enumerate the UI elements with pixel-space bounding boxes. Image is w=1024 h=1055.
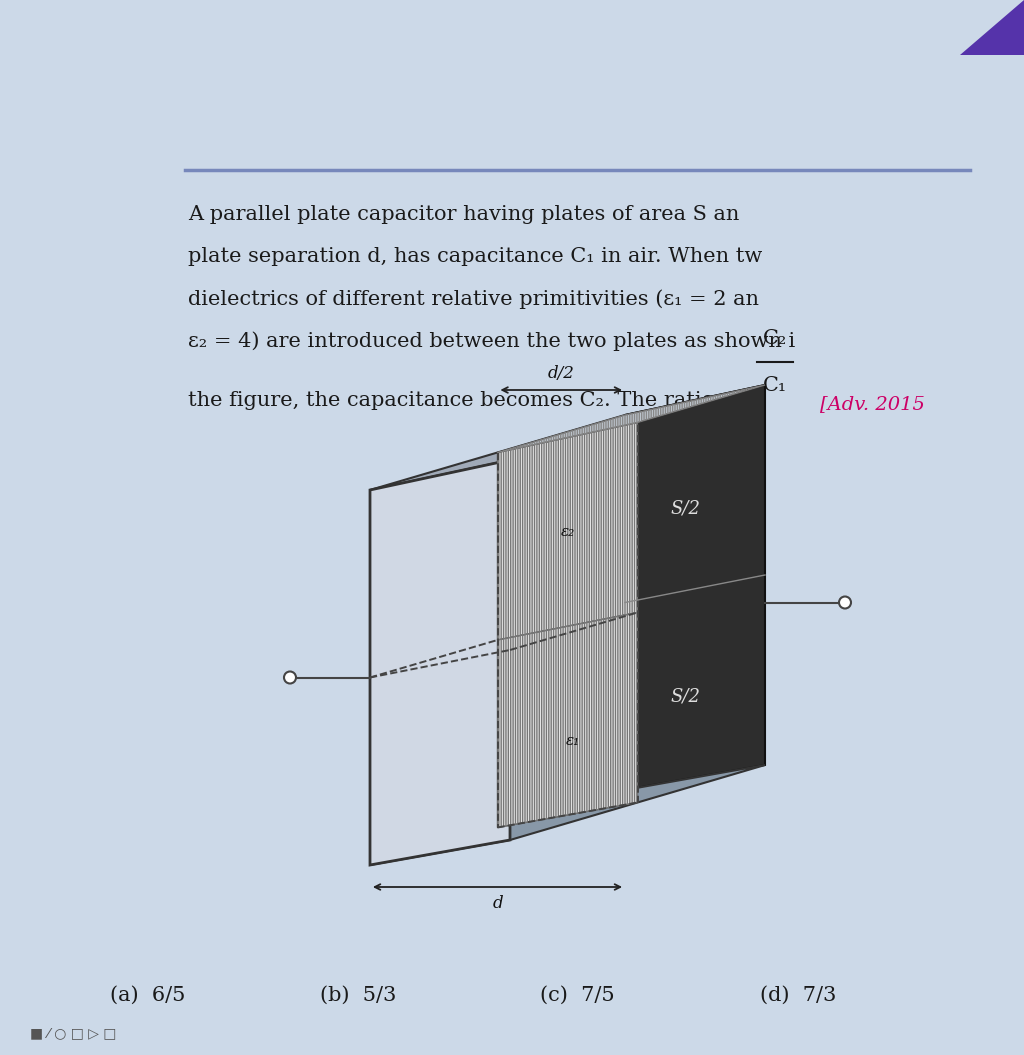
Text: ε₁: ε₁ xyxy=(565,733,580,748)
Polygon shape xyxy=(370,385,765,490)
Text: dielectrics of different relative primitivities (ε₁ = 2 an: dielectrics of different relative primit… xyxy=(188,289,759,309)
Polygon shape xyxy=(498,613,638,827)
Text: plate separation d, has capacitance C₁ in air. When tw: plate separation d, has capacitance C₁ i… xyxy=(188,247,762,266)
Text: (d)  7/3: (d) 7/3 xyxy=(760,985,837,1004)
Circle shape xyxy=(284,671,296,684)
Text: ■ ⁄ ○ □ ▷ □: ■ ⁄ ○ □ ▷ □ xyxy=(30,1027,117,1040)
Text: C₁: C₁ xyxy=(763,376,787,395)
Polygon shape xyxy=(961,0,1024,55)
Text: S/2: S/2 xyxy=(670,687,700,705)
Text: d: d xyxy=(493,895,503,912)
Text: (b)  5/3: (b) 5/3 xyxy=(319,985,396,1004)
Polygon shape xyxy=(498,422,638,640)
Polygon shape xyxy=(370,765,765,865)
Text: ε₂: ε₂ xyxy=(560,525,574,539)
Text: S/2: S/2 xyxy=(670,500,700,518)
Text: A parallel plate capacitor having plates of area S an: A parallel plate capacitor having plates… xyxy=(188,205,739,224)
Text: (c)  7/5: (c) 7/5 xyxy=(540,985,614,1004)
Polygon shape xyxy=(498,385,765,453)
Polygon shape xyxy=(625,385,765,790)
Text: (a)  6/5: (a) 6/5 xyxy=(110,985,185,1004)
Text: C₂: C₂ xyxy=(763,329,787,348)
Polygon shape xyxy=(370,460,510,865)
Text: the figure, the capacitance becomes C₂. The ratio: the figure, the capacitance becomes C₂. … xyxy=(188,391,714,410)
Text: ε₂ = 4) are introduced between the two plates as shown i: ε₂ = 4) are introduced between the two p… xyxy=(188,331,796,350)
Text: [Adv. 2015: [Adv. 2015 xyxy=(820,395,925,413)
Circle shape xyxy=(839,596,851,609)
Text: d/2: d/2 xyxy=(548,365,574,382)
